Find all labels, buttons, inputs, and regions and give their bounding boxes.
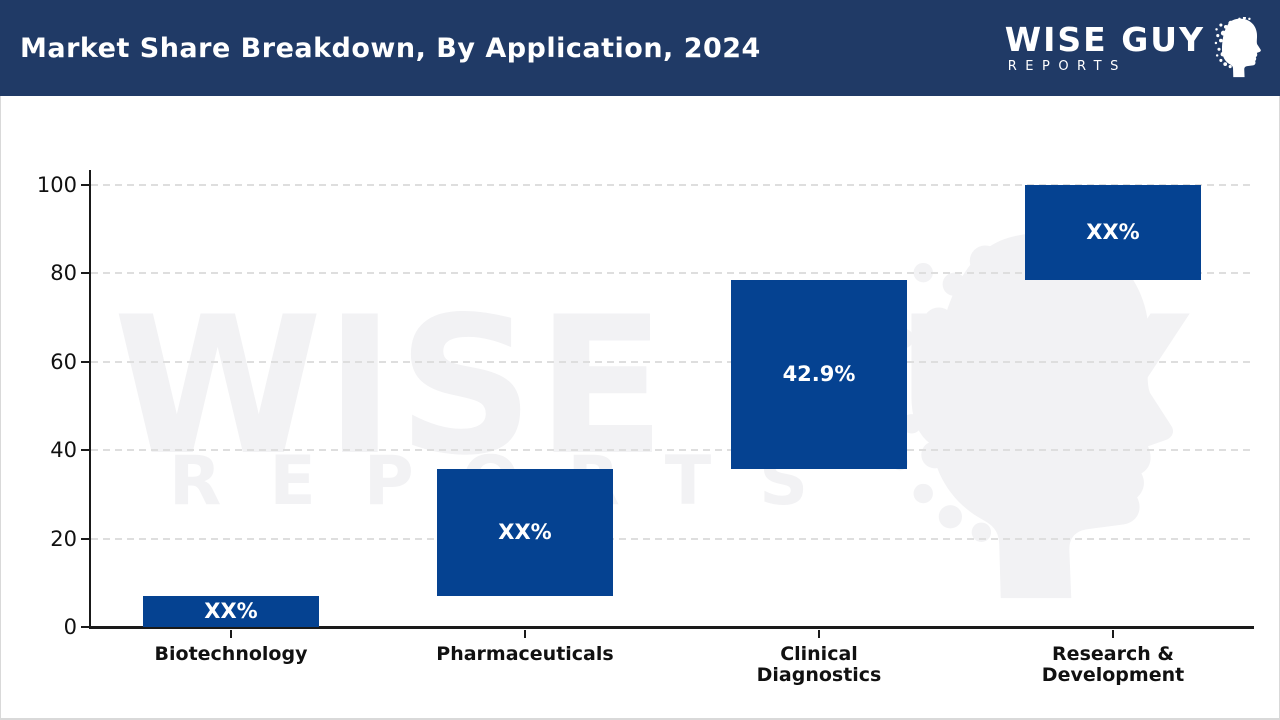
bar-value-label: XX% bbox=[498, 520, 552, 545]
bar-value-label: 42.9% bbox=[782, 362, 856, 387]
wise-guy-logo: WISE GUY REPORTS bbox=[1005, 0, 1264, 96]
bar-research-development: XX% bbox=[1025, 185, 1201, 280]
x-tick-mark bbox=[1112, 630, 1114, 638]
x-tick-mark bbox=[524, 630, 526, 638]
x-category-label: Biotechnology bbox=[101, 644, 361, 665]
bar-pharmaceuticals: XX% bbox=[437, 469, 613, 596]
plot-area: 0 20 40 60 80 100 XX% Biotechnology XX% Pharmaceu… bbox=[1, 96, 1279, 718]
bar-value-label: XX% bbox=[1086, 220, 1140, 245]
chart-canvas: WISE GUY REPORTS 020406080100XX%Biotechn… bbox=[0, 96, 1280, 720]
category-line: Development bbox=[1041, 664, 1185, 686]
y-tick-mark bbox=[81, 537, 89, 540]
category-line: Research & bbox=[1052, 643, 1174, 665]
y-tick-label: 0 bbox=[63, 615, 77, 639]
y-axis-spine bbox=[89, 170, 91, 629]
x-tick-mark bbox=[818, 630, 820, 638]
y-tick-label: 20 bbox=[50, 526, 77, 551]
x-category-label: Pharmaceuticals bbox=[395, 644, 655, 665]
bar-biotechnology: XX% bbox=[143, 595, 319, 627]
category-line: Clinical bbox=[780, 643, 858, 665]
chart-title: Market Share Breakdown, By Application, … bbox=[20, 32, 761, 64]
logo-line-reports: REPORTS bbox=[1007, 58, 1127, 74]
header-bar: Market Share Breakdown, By Application, … bbox=[0, 0, 1280, 96]
y-tick-mark bbox=[81, 626, 89, 628]
gridline bbox=[91, 272, 1254, 275]
y-tick-mark bbox=[81, 184, 89, 186]
logo-wordmark: WISE GUY REPORTS bbox=[1005, 23, 1205, 74]
gridline bbox=[91, 360, 1254, 363]
y-tick-label: 60 bbox=[50, 349, 77, 374]
bar-value-label: XX% bbox=[204, 599, 258, 624]
y-tick-mark bbox=[81, 272, 89, 275]
y-tick-label: 100 bbox=[36, 173, 77, 197]
y-tick-label: 40 bbox=[50, 438, 77, 463]
gridline bbox=[91, 449, 1254, 452]
bar-clinical-diagnostics: 42.9% bbox=[731, 279, 907, 470]
x-tick-mark bbox=[230, 630, 232, 638]
logo-line-wise-guy: WISE GUY bbox=[1004, 19, 1205, 59]
category-line: Diagnostics bbox=[756, 664, 882, 686]
x-axis-spine bbox=[89, 626, 1254, 629]
y-tick-label: 80 bbox=[50, 261, 77, 286]
x-category-label: Research & Development bbox=[983, 644, 1243, 686]
category-line: Biotechnology bbox=[154, 643, 308, 665]
y-tick-mark bbox=[81, 360, 89, 363]
y-tick-mark bbox=[81, 449, 89, 452]
x-category-label: Clinical Diagnostics bbox=[689, 644, 949, 686]
head-profile-icon bbox=[1214, 17, 1261, 78]
gridline bbox=[91, 184, 1254, 186]
category-line: Pharmaceuticals bbox=[436, 643, 614, 665]
gridline bbox=[91, 537, 1254, 540]
